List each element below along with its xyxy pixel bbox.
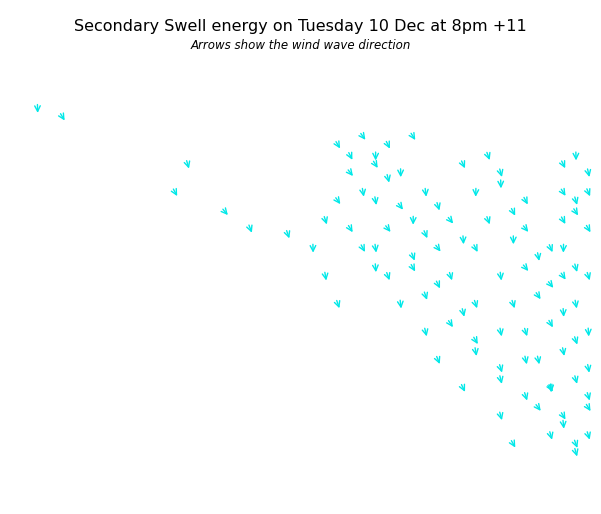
Text: Arrows show the wind wave direction: Arrows show the wind wave direction (191, 39, 410, 52)
Text: Secondary Swell energy on Tuesday 10 Dec at 8pm +11: Secondary Swell energy on Tuesday 10 Dec… (74, 19, 527, 34)
